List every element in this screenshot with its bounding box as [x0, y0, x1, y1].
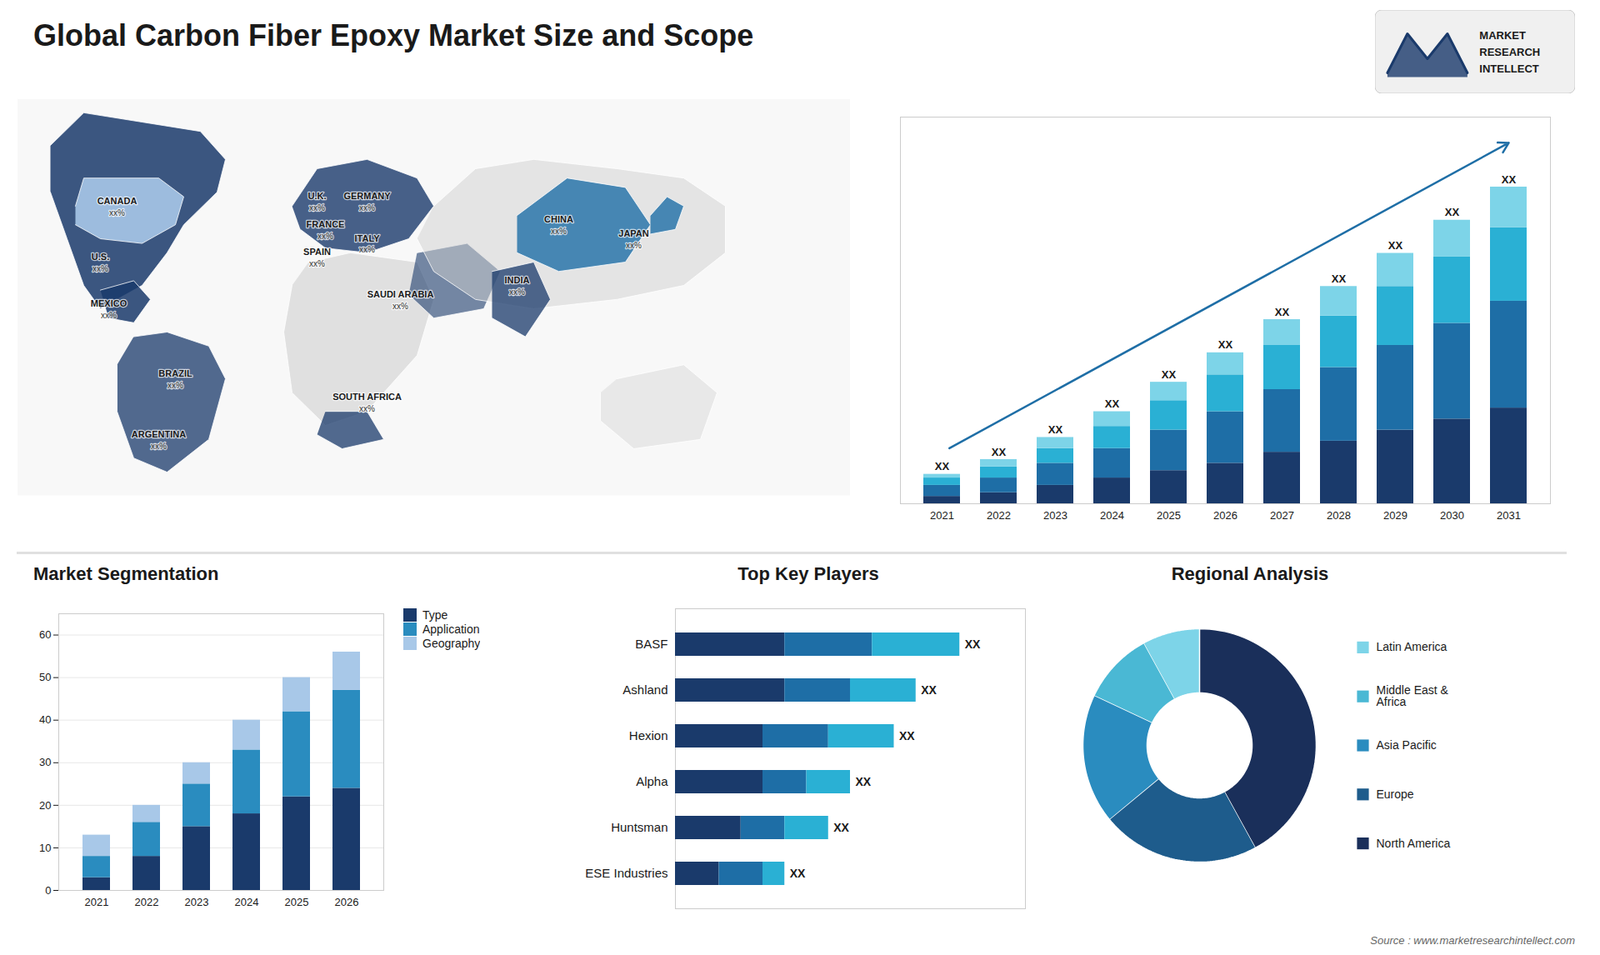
svg-text:North America: North America	[1376, 836, 1451, 850]
svg-text:SAUDI ARABIA: SAUDI ARABIA	[367, 289, 435, 300]
svg-text:XX: XX	[899, 729, 915, 743]
svg-text:U.S.: U.S.	[91, 251, 110, 262]
svg-text:Ashland: Ashland	[622, 682, 668, 697]
svg-text:CHINA: CHINA	[544, 214, 574, 225]
svg-text:ITALY: ITALY	[355, 233, 381, 244]
svg-text:XX: XX	[1501, 173, 1517, 186]
svg-text:xx%: xx%	[359, 203, 375, 213]
html-text:Type: Type	[422, 608, 448, 622]
svg-text:2025: 2025	[1156, 509, 1181, 522]
svg-text:Europe: Europe	[1376, 787, 1415, 801]
svg-text:XX: XX	[1275, 305, 1290, 319]
svg-text:xx%: xx%	[509, 287, 525, 297]
svg-text:60: 60	[39, 628, 51, 641]
svg-text:Latin America: Latin America	[1376, 640, 1448, 654]
svg-text:xx%: xx%	[550, 226, 567, 236]
html-text:Top Key Players: Top Key Players	[737, 563, 879, 585]
svg-text:2031: 2031	[1496, 509, 1521, 522]
svg-text:XX: XX	[1388, 239, 1404, 252]
svg-text:GERMANY: GERMANY	[343, 190, 391, 201]
svg-text:XX: XX	[790, 866, 806, 880]
svg-text:xx%: xx%	[392, 301, 409, 311]
svg-text:2022: 2022	[135, 895, 160, 909]
svg-text:xx%: xx%	[109, 208, 125, 218]
svg-text:2021: 2021	[85, 895, 110, 909]
svg-text:XX: XX	[991, 445, 1007, 459]
svg-text:XX: XX	[920, 683, 937, 697]
svg-text:2024: 2024	[1100, 509, 1125, 522]
svg-text:0: 0	[45, 884, 51, 897]
svg-text:XX: XX	[833, 820, 850, 835]
html-text:Geography: Geography	[422, 636, 481, 650]
svg-text:xx%: xx%	[317, 231, 334, 241]
svg-text:2027: 2027	[1270, 509, 1295, 522]
svg-text:20: 20	[39, 799, 51, 812]
svg-text:2023: 2023	[1043, 509, 1068, 522]
svg-text:XX: XX	[1105, 397, 1120, 410]
svg-text:SOUTH AFRICA: SOUTH AFRICA	[332, 391, 402, 402]
svg-text:2024: 2024	[235, 895, 260, 909]
svg-text:2025: 2025	[285, 895, 310, 909]
svg-text:FRANCE: FRANCE	[306, 219, 345, 230]
svg-text:ESE Industries: ESE Industries	[585, 865, 668, 880]
svg-text:INDIA: INDIA	[505, 275, 530, 285]
svg-text:2030: 2030	[1440, 509, 1465, 522]
html-text:Global Carbon Fiber Epoxy Mark: Global Carbon Fiber Epoxy Market Size an…	[33, 18, 754, 53]
svg-text:Asia Pacific: Asia Pacific	[1376, 738, 1437, 752]
svg-text:10: 10	[39, 841, 51, 855]
svg-text:Huntsman: Huntsman	[610, 820, 668, 835]
svg-text:CANADA: CANADA	[97, 195, 138, 206]
svg-text:XX: XX	[1218, 338, 1234, 351]
svg-text:2026: 2026	[1213, 509, 1238, 522]
svg-text:2021: 2021	[930, 509, 955, 522]
html-text:Regional Analysis: Regional Analysis	[1171, 563, 1329, 585]
svg-text:XX: XX	[1161, 368, 1177, 381]
html-text:Market Segmentation: Market Segmentation	[33, 563, 219, 585]
svg-text:xx%: xx%	[309, 203, 325, 213]
svg-text:JAPAN: JAPAN	[618, 228, 650, 239]
svg-text:50: 50	[39, 670, 51, 684]
svg-text:MEXICO: MEXICO	[90, 298, 128, 309]
svg-text:INTELLECT: INTELLECT	[1479, 62, 1540, 75]
svg-text:xx%: xx%	[359, 404, 375, 414]
svg-text:xx%: xx%	[100, 310, 117, 320]
svg-text:ARGENTINA: ARGENTINA	[131, 429, 186, 440]
svg-text:Middle East &Africa: Middle East &Africa	[1376, 683, 1450, 709]
html-text:Application: Application	[422, 622, 480, 636]
svg-text:XX: XX	[965, 637, 981, 651]
svg-text:2028: 2028	[1326, 509, 1351, 522]
svg-text:xx%: xx%	[359, 245, 375, 255]
svg-text:2023: 2023	[185, 895, 210, 909]
svg-text:2022: 2022	[986, 509, 1011, 522]
svg-text:40: 40	[39, 713, 51, 726]
svg-text:SPAIN: SPAIN	[303, 246, 331, 257]
svg-text:Hexion: Hexion	[629, 728, 669, 743]
svg-text:XX: XX	[1048, 423, 1064, 436]
svg-text:BASF: BASF	[635, 636, 668, 651]
svg-text:2029: 2029	[1383, 509, 1408, 522]
svg-text:RESEARCH: RESEARCH	[1479, 45, 1540, 59]
svg-text:XX: XX	[855, 775, 872, 789]
svg-text:XX: XX	[1331, 272, 1347, 285]
svg-text:XX: XX	[1445, 205, 1460, 219]
svg-text:xx%: xx%	[150, 441, 167, 451]
svg-text:xx%: xx%	[625, 240, 642, 250]
svg-text:U.K.: U.K.	[308, 190, 327, 201]
svg-text:30: 30	[39, 755, 51, 769]
svg-text:XX: XX	[935, 460, 950, 473]
svg-text:xx%: xx%	[167, 380, 184, 390]
svg-text:MARKET: MARKET	[1479, 29, 1526, 42]
svg-text:xx%: xx%	[309, 259, 325, 269]
svg-text:2026: 2026	[335, 895, 360, 909]
svg-text:BRAZIL: BRAZIL	[158, 368, 193, 379]
svg-text:Alpha: Alpha	[635, 774, 669, 789]
svg-text:xx%: xx%	[92, 264, 109, 274]
html-text:Source : www.marketresearchint: Source : www.marketresearchintellect.com	[1370, 934, 1575, 947]
